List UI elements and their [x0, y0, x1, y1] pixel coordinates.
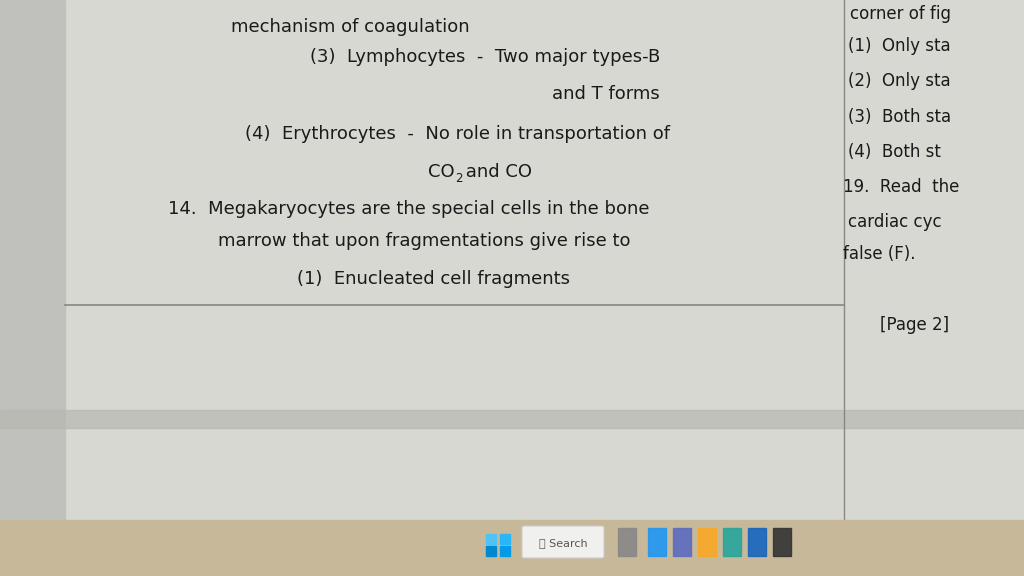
Bar — [723, 528, 741, 556]
Text: mechanism of coagulation: mechanism of coagulation — [231, 18, 470, 36]
Text: (4)  Both st: (4) Both st — [848, 143, 941, 161]
Text: (1)  Enucleated cell fragments: (1) Enucleated cell fragments — [297, 270, 570, 288]
Bar — [486, 546, 496, 556]
Text: cardiac cyc: cardiac cyc — [848, 213, 942, 231]
Text: 2: 2 — [455, 172, 463, 185]
Bar — [500, 534, 510, 544]
FancyBboxPatch shape — [522, 526, 604, 558]
Bar — [648, 528, 666, 556]
Bar — [0, 0, 65, 520]
Text: (4)  Erythrocytes  -  No role in transportation of: (4) Erythrocytes - No role in transporta… — [245, 125, 670, 143]
Text: marrow that upon fragmentations give rise to: marrow that upon fragmentations give ris… — [218, 232, 631, 250]
Text: CO: CO — [428, 163, 455, 181]
Text: corner of fig: corner of fig — [850, 5, 951, 23]
Text: (3)  Lymphocytes  -  Two major types-B: (3) Lymphocytes - Two major types-B — [309, 48, 660, 66]
Text: (3)  Both sta: (3) Both sta — [848, 108, 951, 126]
Text: and T forms: and T forms — [552, 85, 660, 103]
Text: (2)  Only sta: (2) Only sta — [848, 72, 950, 90]
Text: 14.  Megakaryocytes are the special cells in the bone: 14. Megakaryocytes are the special cells… — [169, 200, 650, 218]
Bar — [0, 520, 1024, 576]
Bar — [618, 528, 636, 556]
Text: ⌕ Search: ⌕ Search — [539, 538, 588, 548]
Text: 19.  Read  the: 19. Read the — [843, 178, 959, 196]
Text: and CO: and CO — [460, 163, 532, 181]
Text: [Page 2]: [Page 2] — [880, 316, 949, 334]
Bar — [0, 410, 1024, 428]
Bar — [486, 534, 496, 544]
Bar — [698, 528, 716, 556]
Bar — [748, 528, 766, 556]
Bar — [673, 528, 691, 556]
Text: false (F).: false (F). — [843, 245, 915, 263]
Bar — [500, 546, 510, 556]
Bar — [773, 528, 791, 556]
Text: (1)  Only sta: (1) Only sta — [848, 37, 950, 55]
